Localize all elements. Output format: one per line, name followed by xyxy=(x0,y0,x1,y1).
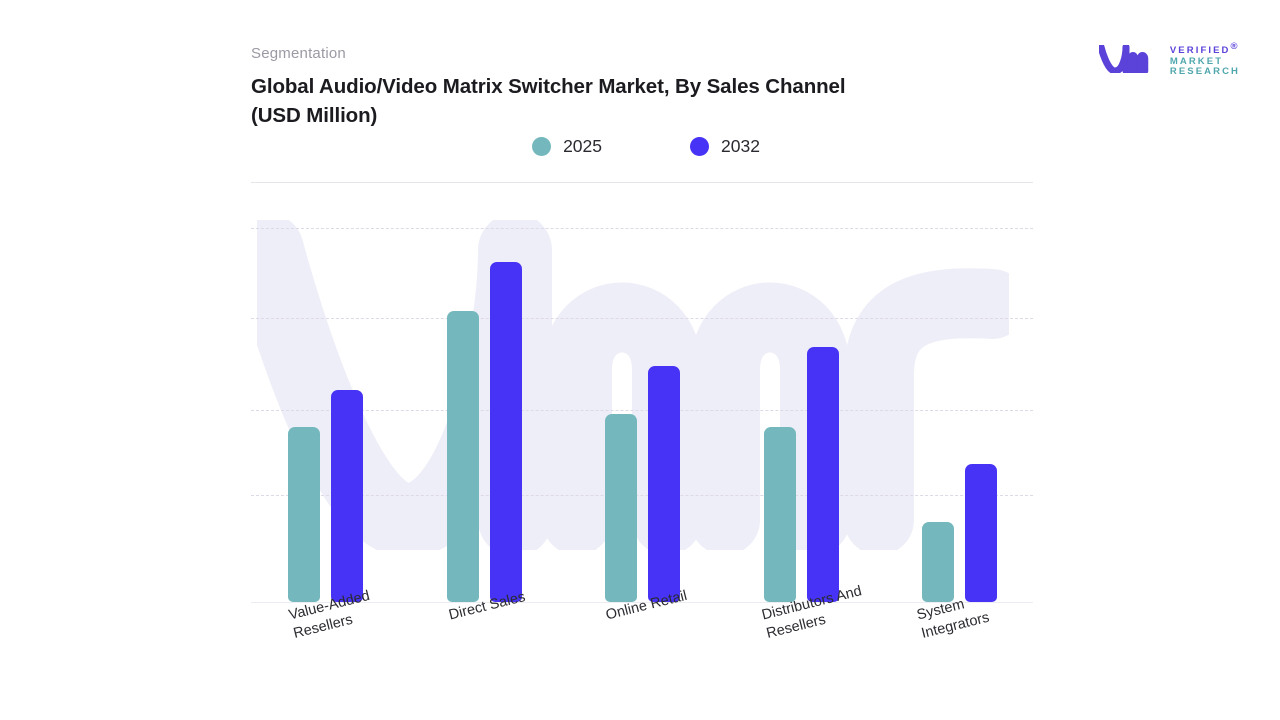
logo-line-research: RESEARCH xyxy=(1169,66,1240,78)
bar-2025-online-retail[interactable] xyxy=(605,414,637,602)
bars-layer xyxy=(251,200,1033,603)
legend-swatch-icon-2032 xyxy=(690,137,709,156)
chart-legend: 2025 2032 xyxy=(251,136,1041,157)
verified-market-research-logo: VERIFIED® MARKET RESEARCH xyxy=(1098,42,1240,77)
legend-label-2025: 2025 xyxy=(563,136,602,156)
logo-line-verified: VERIFIED® xyxy=(1169,41,1240,57)
legend-item-2025[interactable]: 2025 xyxy=(532,136,602,157)
x-axis-labels: Value-Added Resellers Direct Sales Onlin… xyxy=(251,583,1033,697)
bar-2032-system-integrators[interactable] xyxy=(965,464,997,602)
bar-2025-distributors-and-resellers[interactable] xyxy=(764,427,796,602)
bar-group-system-integrators xyxy=(922,200,997,602)
plot-area xyxy=(251,200,1033,603)
segmentation-eyebrow: Segmentation xyxy=(251,45,346,62)
legend-label-2032: 2032 xyxy=(721,136,760,156)
bar-group-direct-sales xyxy=(447,200,522,602)
bar-2025-direct-sales[interactable] xyxy=(447,311,479,602)
legend-swatch-icon-2025 xyxy=(532,137,552,156)
bar-2032-value-added-resellers[interactable] xyxy=(331,390,363,602)
bar-2025-value-added-resellers[interactable] xyxy=(288,427,320,602)
bar-2032-distributors-and-resellers[interactable] xyxy=(807,347,839,602)
bar-group-distributors-and-resellers xyxy=(764,200,839,602)
bar-2032-online-retail[interactable] xyxy=(648,366,680,602)
logo-wordmark: VERIFIED® MARKET RESEARCH xyxy=(1170,42,1240,77)
logo-line-market: MARKET xyxy=(1169,55,1224,67)
legend-item-2032[interactable]: 2032 xyxy=(690,136,760,157)
registered-trademark-icon: ® xyxy=(1230,41,1240,52)
header-divider xyxy=(251,182,1033,183)
bar-2025-system-integrators[interactable] xyxy=(922,522,954,602)
bar-2032-direct-sales[interactable] xyxy=(490,262,522,602)
chart-header: Segmentation Global Audio/Video Matrix S… xyxy=(251,44,1041,130)
vm-logo-icon xyxy=(1098,45,1149,74)
bar-group-online-retail xyxy=(605,200,680,602)
page-title: Global Audio/Video Matrix Switcher Marke… xyxy=(251,75,846,127)
bar-group-value-added-resellers xyxy=(288,200,363,602)
